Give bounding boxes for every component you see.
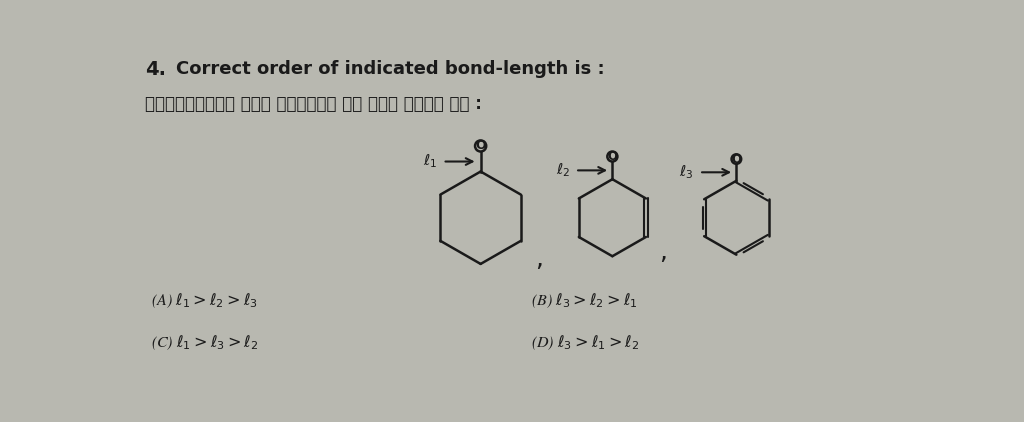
Text: (A) $\ell_1 > \ell_2 > \ell_3$: (A) $\ell_1 > \ell_2 > \ell_3$ [152, 291, 258, 310]
Text: Correct order of indicated bond-length is :: Correct order of indicated bond-length i… [176, 60, 605, 78]
Text: (D) $\ell_3 > \ell_1 > \ell_2$: (D) $\ell_3 > \ell_1 > \ell_2$ [531, 333, 639, 352]
Text: ,: , [658, 241, 667, 264]
Text: (C) $\ell_1 > \ell_3 > \ell_2$: (C) $\ell_1 > \ell_3 > \ell_2$ [152, 333, 259, 352]
Text: प्रदर्शित बंध लम्बाई का सही क्रम है :: प्रदर्शित बंध लम्बाई का सही क्रम है : [145, 95, 482, 113]
Text: $\ell_3$: $\ell_3$ [679, 163, 693, 181]
Text: 4.: 4. [145, 60, 166, 79]
Text: (B) $\ell_3 > \ell_2 > \ell_1$: (B) $\ell_3 > \ell_2 > \ell_1$ [531, 291, 638, 310]
Text: O: O [731, 153, 741, 165]
Text: O: O [475, 139, 486, 152]
Text: O: O [607, 150, 617, 163]
Text: $\ell_1$: $\ell_1$ [423, 153, 437, 170]
Text: $\ell_2$: $\ell_2$ [556, 162, 569, 179]
Text: ,: , [535, 247, 543, 271]
